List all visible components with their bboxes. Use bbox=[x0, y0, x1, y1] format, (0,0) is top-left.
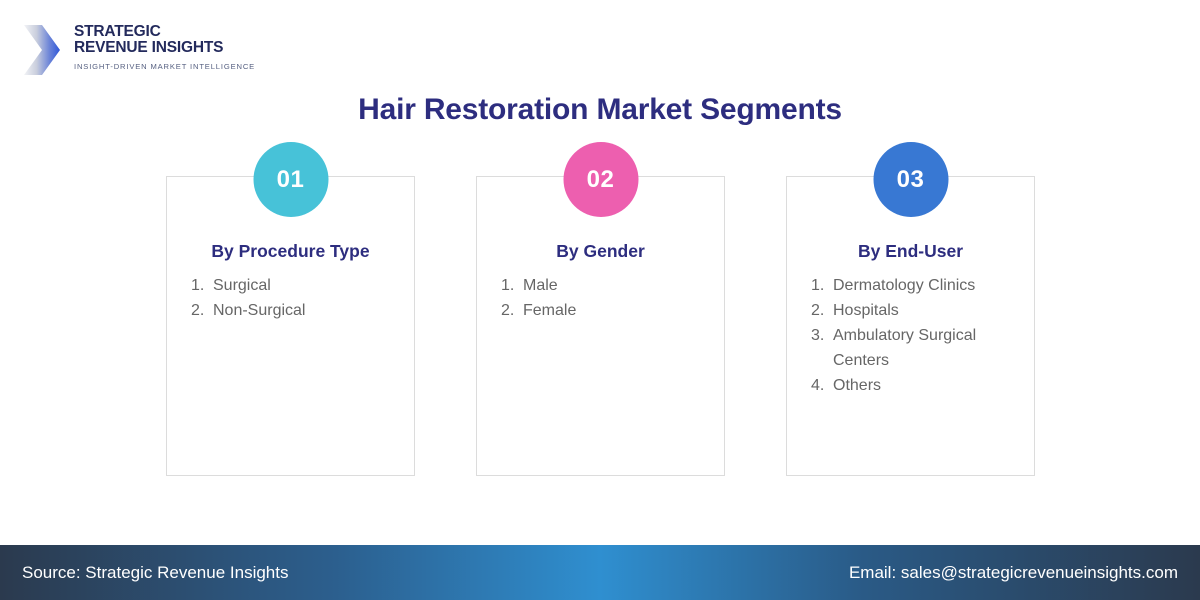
list-item: 2. Female bbox=[501, 298, 712, 323]
segment-card-group: 01 By Procedure Type 1. Surgical 2. Non-Surgi… bbox=[166, 142, 1035, 476]
segment-item-list: 1. Surgical 2. Non-Surgical bbox=[191, 273, 402, 323]
list-item-number: 4. bbox=[811, 377, 825, 394]
list-item: 1. Surgical bbox=[191, 273, 402, 298]
list-item-label: Male bbox=[523, 277, 558, 294]
segment-card: 02 By Gender 1. Male 2. Female bbox=[476, 142, 725, 476]
segment-heading: By End-User bbox=[857, 241, 964, 261]
list-item: 1. Dermatology Clinics bbox=[811, 273, 1022, 298]
list-item: 1. Male bbox=[501, 273, 712, 298]
segment-number-badge: 03 bbox=[873, 142, 948, 217]
list-item-number: 3. bbox=[811, 327, 825, 344]
list-item-number: 1. bbox=[811, 277, 825, 294]
footer-email: Email: sales@strategicrevenueinsights.co… bbox=[848, 562, 1178, 582]
list-item-label: Ambulatory Surgical Centers bbox=[833, 327, 977, 369]
list-item-label: Others bbox=[833, 377, 882, 394]
segment-item-list: 1. Male 2. Female bbox=[501, 273, 712, 323]
segment-number-badge: 02 bbox=[563, 142, 638, 217]
logo-line-1: STRATEGIC bbox=[74, 23, 161, 40]
footer-source: Source: Strategic Revenue Insights bbox=[22, 562, 289, 582]
list-item-number: 2. bbox=[191, 302, 205, 319]
logo-tagline: INSIGHT-DRIVEN MARKET INTELLIGENCE bbox=[74, 62, 256, 71]
logo-line-2: REVENUE INSIGHTS bbox=[74, 39, 224, 56]
list-item-number: 1. bbox=[191, 277, 205, 294]
list-item-label: Female bbox=[523, 302, 577, 319]
footer-bar: Source: Strategic Revenue Insights Email… bbox=[0, 545, 1200, 600]
list-item-label: Non-Surgical bbox=[213, 302, 306, 319]
segment-heading: By Gender bbox=[556, 241, 645, 261]
segment-card: 01 By Procedure Type 1. Surgical 2. Non-Surgi… bbox=[166, 142, 415, 476]
list-item-number: 2. bbox=[811, 302, 825, 319]
segment-card: 03 By End-User 1. Dermatology Clinics 2. Hosp… bbox=[786, 142, 1035, 476]
list-item: 4. Others bbox=[811, 373, 1022, 398]
logo-wordmark: STRATEGIC REVENUE INSIGHTS INSIGHT-DRIVE… bbox=[74, 22, 255, 72]
list-item: 3. Ambulatory Surgical Centers bbox=[811, 323, 1022, 373]
list-item: 2. Non-Surgical bbox=[191, 298, 402, 323]
page-title: Hair Restoration Market Segments bbox=[358, 93, 842, 126]
brand-logo: STRATEGIC REVENUE INSIGHTS INSIGHT-DRIVE… bbox=[22, 22, 255, 78]
list-item-number: 1. bbox=[501, 277, 515, 294]
segment-item-list: 1. Dermatology Clinics 2. Hospitals 3. Ambula… bbox=[811, 273, 1022, 398]
segment-number-badge: 01 bbox=[253, 142, 328, 217]
list-item-label: Surgical bbox=[213, 277, 271, 294]
list-item-number: 2. bbox=[501, 302, 515, 319]
segment-heading: By Procedure Type bbox=[211, 241, 370, 261]
list-item: 2. Hospitals bbox=[811, 298, 1022, 323]
chevron-right-gradient-icon bbox=[22, 22, 62, 78]
list-item-label: Hospitals bbox=[833, 302, 899, 319]
list-item-label: Dermatology Clinics bbox=[833, 277, 976, 294]
